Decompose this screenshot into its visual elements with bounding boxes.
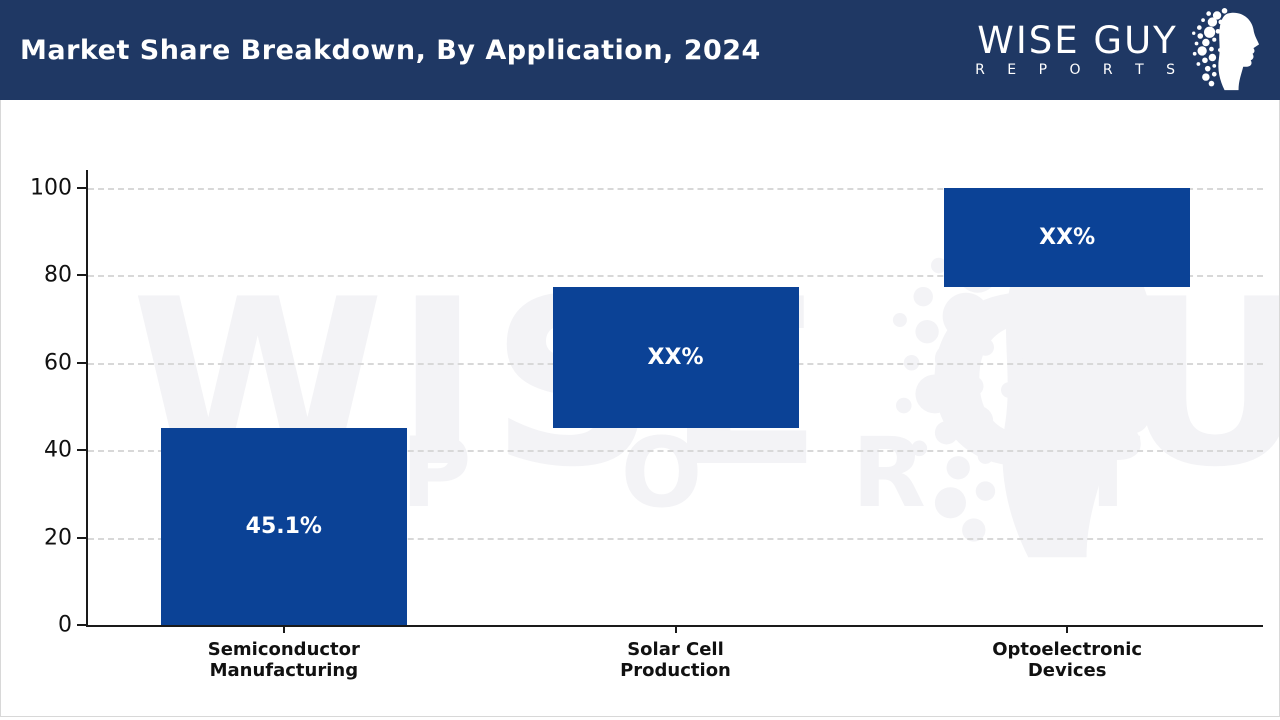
- page-title: Market Share Breakdown, By Application, …: [20, 34, 761, 66]
- plot-area: 0 20 40 60 80 100 45.1% Semiconductor Manufactur…: [30, 170, 1263, 681]
- y-axis-label-80: 80: [44, 262, 72, 288]
- gridline-y-40: [88, 450, 1263, 452]
- x-axis-tick: [674, 625, 677, 633]
- bar-segment-3: XX%: [944, 187, 1191, 287]
- y-axis-tick: [77, 449, 86, 451]
- bar-segment-1: 45.1%: [160, 427, 407, 625]
- y-axis-tick: [77, 361, 86, 364]
- category-label-1: Semiconductor Manufacturing: [124, 639, 444, 681]
- y-axis-tick: [77, 186, 86, 189]
- gridline-y-80: [88, 275, 1263, 277]
- category-label-2: Solar Cell Production: [516, 639, 836, 681]
- bar-value-label: XX%: [647, 344, 704, 370]
- bar-value-label: XX%: [1039, 224, 1096, 250]
- x-axis-tick: [1066, 625, 1069, 633]
- x-axis-tick: [282, 625, 285, 633]
- logo-subtitle: R E P O R T S: [975, 62, 1184, 78]
- logo-wordmark: WISE GUY: [977, 19, 1178, 62]
- bar-segment-2: XX%: [552, 286, 799, 428]
- gridline-y-20: [88, 537, 1263, 540]
- category-label-line: Optoelectronic: [992, 639, 1143, 660]
- category-label-line: Devices: [1027, 660, 1107, 681]
- y-axis-label-60: 60: [44, 350, 72, 375]
- gridline-y-100: [88, 187, 1263, 190]
- category-label-line: Semiconductor: [207, 639, 360, 660]
- y-axis-tick: [77, 624, 86, 626]
- wiseguy-logo: WISE GUY R E P O R T S: [971, 6, 1266, 94]
- y-axis-label-20: 20: [44, 525, 72, 550]
- y-axis-label-100: 100: [30, 175, 72, 200]
- category-label-line: Solar Cell: [627, 639, 724, 660]
- chart-canvas: WISE GUY P O R T S 02040608010045.1%Semi…: [0, 100, 1280, 717]
- y-axis-tick: [77, 274, 86, 276]
- category-label-3: Optoelectronic Devices: [907, 639, 1227, 681]
- category-label-line: Production: [620, 660, 731, 681]
- y-axis-label-0: 0: [58, 612, 72, 638]
- bar-value-label: 45.1%: [245, 513, 322, 539]
- header-bar: Market Share Breakdown, By Application, …: [0, 0, 1280, 100]
- y-axis-label-40: 40: [44, 437, 72, 463]
- category-label-line: Manufacturing: [209, 660, 359, 681]
- y-axis-tick: [77, 536, 86, 539]
- dotted-head-profile-icon: [1192, 8, 1260, 91]
- logo-text: WISE GUY R E P O R T S: [971, 22, 1184, 78]
